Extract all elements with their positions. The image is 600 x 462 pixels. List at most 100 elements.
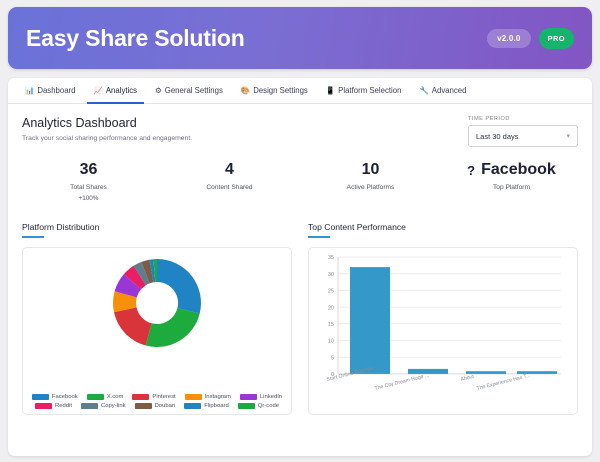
section-title: Top Content Performance (308, 222, 406, 233)
donut-slice-qrcode (153, 259, 157, 283)
tab-dashboard[interactable]: 📊 Dashboard (16, 78, 85, 103)
dashboard-title-block: Analytics Dashboard Track your social sh… (22, 116, 192, 142)
stat-label: Active Platforms (346, 184, 395, 192)
facebook-icon: ? (467, 162, 476, 178)
tab-platform-selection[interactable]: 📱 Platform Selection (317, 78, 411, 103)
section-rule (308, 236, 330, 239)
legend-label: Copy-link (100, 403, 126, 410)
legend-item-facebook[interactable]: Facebook (31, 394, 78, 401)
palette-icon: 🎨 (240, 85, 251, 95)
time-period-value: Last 30 days (476, 131, 519, 141)
platform-distribution-section: Platform Distribution (22, 222, 292, 416)
bar-3[interactable] (517, 371, 557, 375)
main-card: 📊 Dashboard 📈 Analytics ⚙ General Settin… (8, 78, 592, 456)
legend-item-reddit[interactable]: Reddit (34, 403, 72, 410)
time-period-label: TIME PERIOD (468, 116, 510, 122)
tab-label: General Settings (164, 86, 223, 95)
stat-active-platforms: 10 Active Platforms (300, 161, 441, 202)
y-tick-label: 10 (328, 339, 334, 345)
tab-general-settings[interactable]: ⚙ General Settings (146, 78, 232, 103)
legend-label: X.com (106, 394, 124, 401)
donut-chart (23, 248, 291, 353)
tab-label: Dashboard (37, 86, 76, 95)
stat-total-shares: 36 Total Shares +100% (18, 161, 159, 202)
stat-value: 4 (225, 161, 234, 178)
stat-delta: +100% (78, 195, 99, 203)
time-period-control: TIME PERIOD Last 30 days ▾ (468, 116, 578, 147)
legend-swatch (134, 403, 152, 410)
stat-top-platform: ? Facebook Top Platform (441, 161, 582, 202)
tab-label: Advanced (431, 86, 467, 95)
section-rule (22, 236, 44, 239)
legend-swatch (31, 394, 49, 401)
y-tick-label: 25 (328, 289, 334, 295)
legend-swatch (239, 394, 257, 401)
legend-label: Reddit (54, 403, 72, 410)
legend-swatch (80, 403, 98, 410)
legend-item-flipboard[interactable]: Flipboard (184, 403, 229, 410)
x-tick-label: The Experience Has T... (476, 373, 531, 392)
version-badge: v2.0.0 (487, 28, 531, 48)
mobile-icon: 📱 (325, 85, 336, 95)
legend-swatch (184, 394, 202, 401)
legend-label: LinkedIn (259, 394, 283, 401)
legend-item-douban[interactable]: Douban (134, 403, 176, 410)
bar-2[interactable] (466, 371, 506, 375)
page-title: Analytics Dashboard (22, 116, 137, 130)
legend-item-copy-link[interactable]: Copy-link (80, 403, 126, 410)
legend-item-linkedin[interactable]: LinkedIn (239, 394, 283, 401)
stat-value-wrap: ? Facebook (441, 161, 582, 179)
y-tick-label: 30 (328, 272, 334, 278)
app-title: Easy Share Solution (26, 24, 245, 51)
gear-icon: ⚙ (155, 85, 162, 95)
y-tick-label: 5 (331, 356, 334, 362)
x-tick-label: About (460, 374, 475, 383)
stat-label: Content Shared (206, 184, 253, 192)
legend-label: Qr-code (257, 403, 280, 410)
top-content-section: Top Content Performance (308, 222, 578, 416)
platform-distribution-chart-card: Facebook X.com Pinterest Instagram (22, 247, 292, 416)
legend-label: Douban (154, 403, 176, 410)
stat-value: 36 (79, 161, 98, 178)
wrench-icon: 🔧 (419, 85, 429, 95)
x-tick-label: The City Dream Huge ... (374, 373, 430, 392)
donut-slice-linkedin (114, 274, 142, 298)
tab-analytics[interactable]: 📈 Analytics (85, 78, 147, 104)
stat-value: 10 (361, 161, 380, 178)
donut-slice-flipboard (149, 259, 156, 283)
legend-item-pinterest[interactable]: Pinterest (132, 394, 176, 401)
y-tick-label: 35 (328, 256, 334, 262)
bar-0[interactable] (350, 267, 390, 375)
legend-swatch (34, 403, 52, 410)
legend-swatch (184, 403, 202, 410)
donut-slice-douban (141, 260, 154, 284)
tab-label: Analytics (105, 86, 138, 95)
chevron-down-icon: ▾ (566, 133, 570, 140)
tab-advanced[interactable]: 🔧 Advanced (410, 78, 475, 103)
legend-label: Instagram (204, 394, 231, 401)
dashboard-header: Analytics Dashboard Track your social sh… (8, 104, 592, 147)
legend-label: Flipboard (204, 403, 229, 410)
time-period-select[interactable]: Last 30 days ▾ (468, 125, 578, 147)
legend-label: Facebook (51, 394, 78, 401)
stat-label: Top Platform (492, 184, 530, 192)
legend-swatch (132, 394, 150, 401)
stat-value: Facebook (481, 161, 556, 178)
y-tick-label: 20 (328, 306, 334, 312)
donut-slice-pinterest (114, 307, 152, 346)
pro-badge: PRO (538, 27, 574, 49)
page-subtitle: Track your social sharing performance an… (22, 135, 193, 142)
analytics-icon: 📈 (93, 85, 103, 95)
tab-label: Platform Selection (338, 86, 402, 95)
donut-slice-xcom (145, 308, 200, 348)
tab-design-settings[interactable]: 🎨 Design Settings (232, 78, 317, 103)
header-badges: v2.0.0 PRO (487, 27, 574, 49)
charts-row: Platform Distribution (8, 202, 592, 416)
legend-item-instagram[interactable]: Instagram (184, 394, 231, 401)
legend-item-qrcode[interactable]: Qr-code (237, 403, 280, 410)
legend-item-xcom[interactable]: X.com (86, 394, 124, 401)
bar-1[interactable] (408, 369, 448, 375)
stats-row: 36 Total Shares +100% 4 Content Shared 1… (8, 161, 592, 202)
app-header: Easy Share Solution v2.0.0 PRO (8, 7, 592, 69)
bar-chart-icon: 📊 (25, 85, 35, 95)
